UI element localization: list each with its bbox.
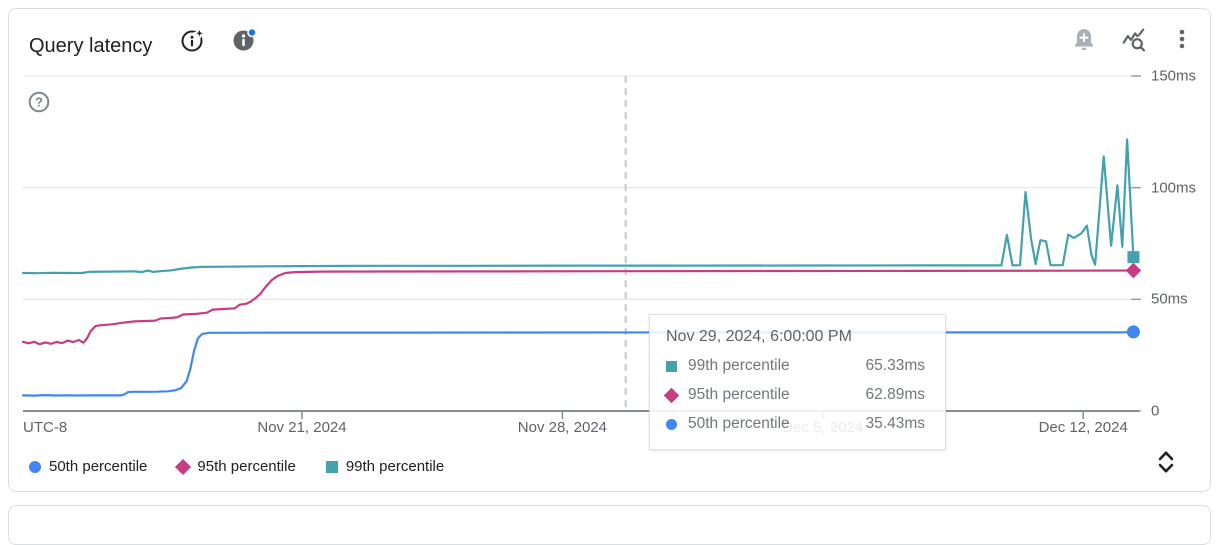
tooltip-series-value: 35.43ms: [865, 415, 925, 432]
legend-item-95th-percentile[interactable]: 95th percentile: [175, 458, 296, 475]
tooltip-marker-square-icon: [666, 360, 677, 372]
timezone-label: UTC-8: [23, 419, 68, 436]
x-axis-label: Nov 21, 2024: [257, 419, 347, 436]
notification-dot: [247, 27, 257, 38]
legend-item-99th-percentile[interactable]: 99th percentile: [325, 458, 445, 475]
svg-text:?: ?: [35, 95, 43, 110]
more-options-icon[interactable]: [1170, 27, 1194, 51]
info-icon[interactable]: [232, 27, 257, 52]
gemini-info-icon[interactable]: [180, 25, 208, 53]
tooltip-row: 99th percentile 65.33ms: [666, 357, 925, 375]
chart-svg: [21, 75, 1142, 419]
tooltip-row: 95th percentile 62.89ms: [663, 386, 925, 404]
series-line-50th-percentile[interactable]: [21, 330, 1135, 397]
y-axis-label: 100ms: [1151, 179, 1197, 197]
tooltip-row: 50th percentile 35.43ms: [666, 415, 925, 433]
legend-marker-square-icon: [325, 460, 338, 473]
chart-legend: 50th percentile 95th percentile 99th perce…: [29, 458, 444, 475]
query-latency-widget: Query latency: [8, 8, 1211, 492]
tooltip-timestamp: Nov 29, 2024, 6:00:00 PM: [666, 328, 852, 345]
series-line-95th-percentile[interactable]: [21, 269, 1135, 346]
chart-tooltip: Nov 29, 2024, 6:00:00 PM 99th percentile…: [649, 314, 946, 450]
legend-label: 95th percentile: [197, 458, 296, 475]
legend-item-50th-percentile[interactable]: 50th percentile: [29, 458, 147, 475]
tooltip-marker-diamond-icon: [663, 387, 680, 403]
legend-label: 99th percentile: [345, 458, 445, 475]
y-axis-label: 150ms: [1151, 67, 1197, 85]
legend-marker-circle-icon: [29, 460, 41, 473]
next-widget-card: [8, 505, 1211, 545]
x-axis-label: Nov 28, 2024: [517, 419, 608, 436]
add-alert-bell-icon[interactable]: [1071, 27, 1097, 53]
page-title: Query latency: [29, 35, 153, 57]
unfold-more-icon[interactable]: [1154, 448, 1178, 476]
tooltip-series-name: 50th percentile: [688, 415, 790, 432]
help-icon[interactable]: ?: [27, 90, 51, 114]
series-end-marker-50th-percentile[interactable]: [1126, 325, 1140, 339]
series-line-99th-percentile[interactable]: [21, 138, 1135, 275]
legend-label: 50th percentile: [49, 458, 148, 475]
legend-marker-diamond-icon: [175, 458, 192, 475]
x-axis-label: Dec 12, 2024: [1038, 419, 1128, 436]
series-end-marker-99th-percentile[interactable]: [1127, 251, 1140, 264]
tooltip-series-name: 99th percentile: [688, 357, 790, 374]
latency-chart[interactable]: 0 50ms 100ms 150ms Nov 21, 2024 Nov 28, 2024 D…: [21, 68, 1196, 436]
tooltip-series-value: 62.89ms: [865, 386, 925, 403]
tooltip-marker-circle-icon: [666, 418, 677, 430]
y-axis-label: 0: [1151, 402, 1160, 420]
y-axis-label: 50ms: [1151, 290, 1188, 308]
tooltip-series-value: 65.33ms: [865, 357, 925, 374]
metrics-explorer-icon[interactable]: [1121, 28, 1147, 54]
series-end-marker-95th-percentile[interactable]: [1125, 262, 1142, 279]
tooltip-series-name: 95th percentile: [688, 386, 790, 403]
